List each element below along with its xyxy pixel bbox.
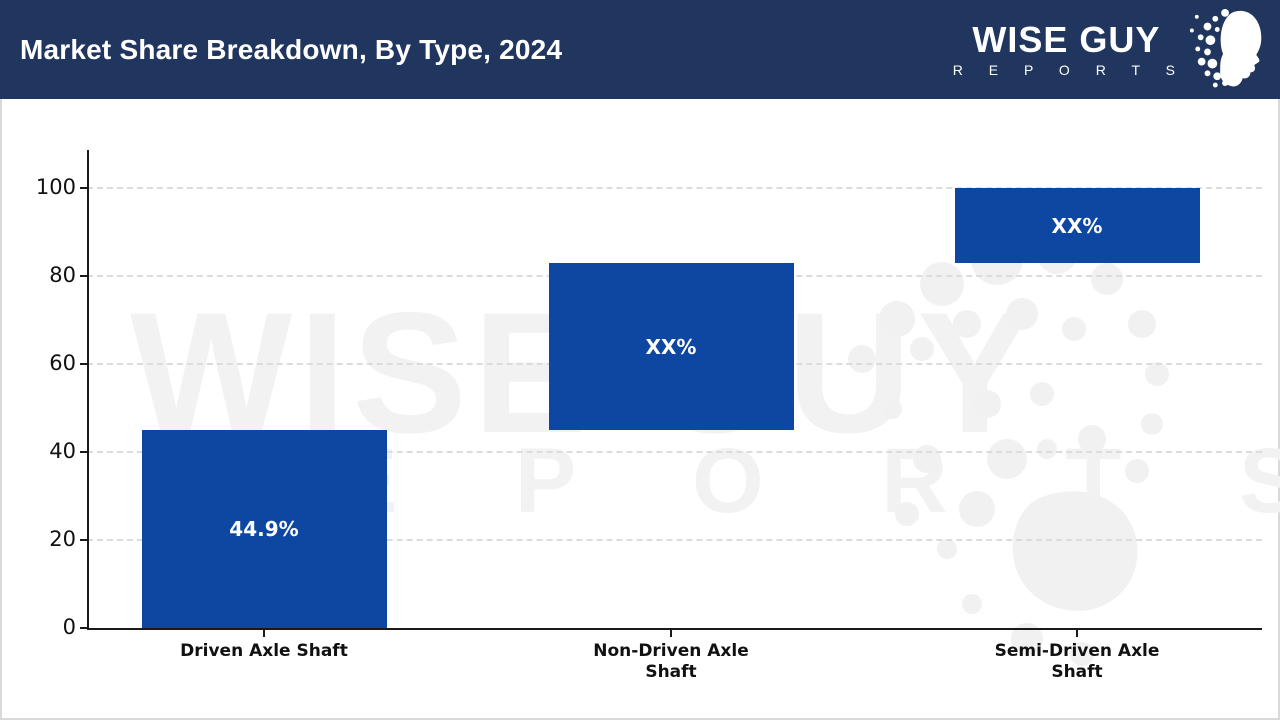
brand-subtitle: R E P O R T S: [952, 62, 1186, 78]
y-tick-mark: [80, 627, 87, 629]
gridline: [87, 186, 1262, 189]
x-tick-mark: [1076, 630, 1078, 637]
bar-value-label: 44.9%: [229, 517, 299, 542]
x-tick-mark: [263, 630, 265, 637]
face-icon: [1188, 5, 1266, 95]
bar-value-label: XX%: [1051, 213, 1103, 238]
bar-1: 44.9%: [141, 430, 387, 628]
x-category-label: Semi-Driven Axle Shaft: [994, 641, 1160, 683]
y-tick-label: 0: [62, 615, 76, 639]
gridline: [87, 538, 1262, 541]
x-category-label: Driven Axle Shaft: [180, 641, 348, 661]
brand-wordmark: WISE GUY R E P O R T S: [947, 19, 1186, 78]
page-title: Market Share Breakdown, By Type, 2024: [20, 33, 563, 65]
y-axis-line: [87, 150, 89, 630]
header: Market Share Breakdown, By Type, 2024 WI…: [0, 0, 1280, 99]
y-tick-label: 40: [49, 438, 76, 463]
plot-area: 0 20 40 60 80 100 44.9% Driven Axle Shaft XX% Non…: [0, 99, 1280, 720]
y-tick-label: 60: [49, 350, 76, 375]
y-tick-mark: [80, 186, 87, 189]
brand-logo: WISE GUY R E P O R T S: [947, 5, 1266, 95]
brand-name: WISE GUY: [972, 19, 1161, 60]
x-tick-mark: [670, 630, 672, 637]
y-tick-mark: [80, 362, 87, 365]
y-tick-mark: [80, 450, 87, 453]
bar-2: XX%: [548, 263, 794, 431]
y-tick-mark: [80, 274, 87, 277]
gridline: [87, 450, 1262, 453]
y-tick-mark: [80, 538, 87, 541]
bar-3: XX%: [954, 187, 1200, 264]
y-tick-label: 80: [49, 262, 76, 287]
bar-value-label: XX%: [645, 334, 697, 359]
x-category-label: Non-Driven Axle Shaft: [593, 641, 749, 683]
x-axis-line: [87, 628, 1262, 630]
y-tick-label: 20: [49, 526, 76, 551]
y-tick-label: 100: [35, 174, 76, 199]
